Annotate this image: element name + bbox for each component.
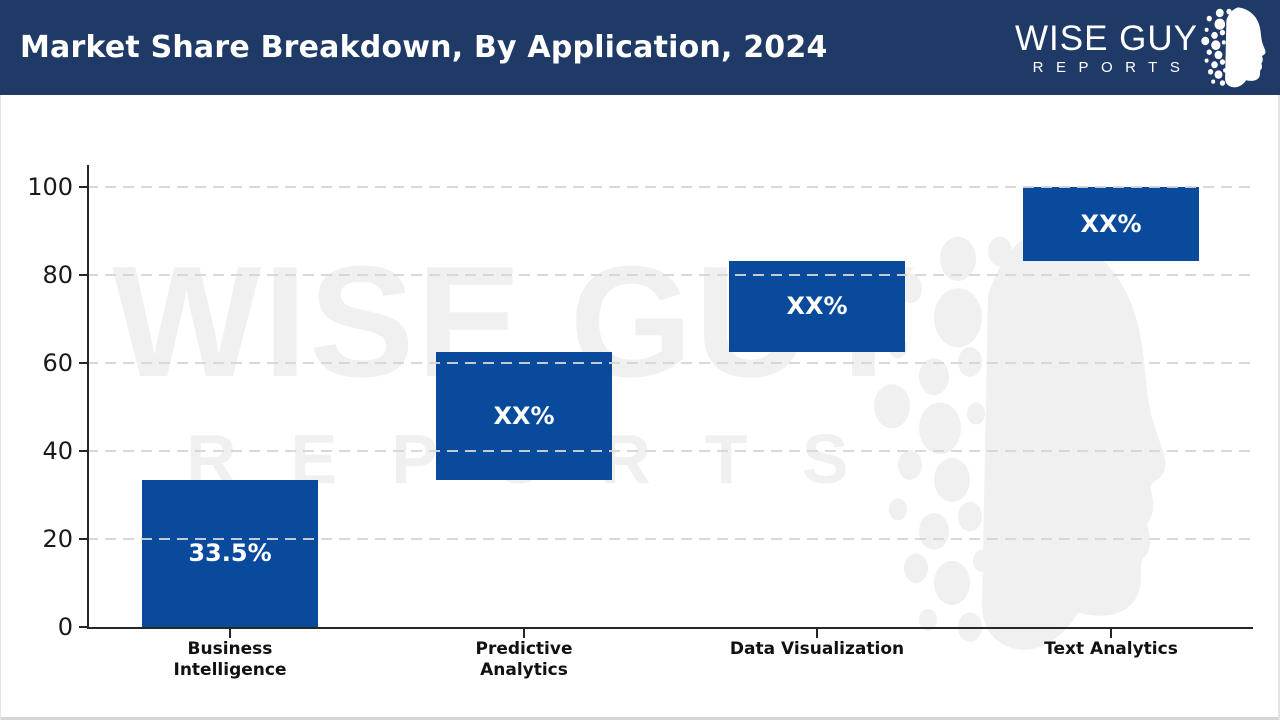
y-tick-label: 20 (42, 525, 73, 553)
x-tick-label-line: Business (187, 639, 273, 659)
x-tick-label-line: Text Analytics (1044, 639, 1178, 659)
dotted-head-profile-icon (1201, 6, 1266, 87)
x-tick-label: Business Intelligence (90, 639, 370, 681)
logo-subtext: REPORTS (1032, 58, 1193, 76)
x-tick-mark (1110, 629, 1112, 638)
gridline (87, 450, 1253, 452)
y-tick-mark (79, 186, 87, 188)
x-tick-label-line: Analytics (480, 660, 568, 680)
header: Market Share Breakdown, By Application, … (0, 0, 1280, 95)
right-border (1278, 95, 1280, 720)
bottom-border (0, 717, 1280, 720)
y-tick-mark (79, 538, 87, 540)
y-tick-mark (79, 274, 87, 276)
gridline (87, 274, 1253, 276)
y-tick-label: 40 (42, 437, 73, 465)
x-tick-mark (816, 629, 818, 638)
gridline (87, 538, 1253, 540)
chart-bar: 33.5% (142, 479, 318, 627)
left-border (0, 95, 1, 720)
page-title: Market Share Breakdown, By Application, … (20, 30, 828, 65)
bar-value-label: XX% (786, 292, 848, 321)
chart-bar: XX% (729, 260, 905, 352)
gridline (87, 186, 1253, 188)
dotted-head-profile-icon (874, 229, 1166, 650)
gridline (87, 362, 1253, 364)
chart-bar: XX% (436, 352, 612, 480)
x-tick-mark (229, 629, 231, 638)
logo-wordmark: WISE GUY (1014, 18, 1198, 58)
y-axis-line (87, 165, 89, 629)
bar-value-label: 33.5% (188, 539, 272, 568)
x-tick-label-line: Intelligence (173, 660, 287, 680)
y-tick-label: 100 (27, 173, 73, 201)
y-tick-label: 0 (57, 613, 73, 641)
y-tick-mark (79, 626, 87, 628)
logo-text: WISE GUY REPORTS (1015, 21, 1198, 75)
x-tick-label: Text Analytics (971, 639, 1251, 660)
x-tick-label: Data Visualization (677, 639, 957, 660)
wiseguy-logo: WISE GUY REPORTS (1015, 2, 1266, 93)
x-tick-label-line: Data Visualization (729, 639, 905, 659)
y-tick-label: 80 (42, 261, 73, 289)
chart-bar: XX% (1023, 187, 1199, 261)
x-axis-line (87, 627, 1253, 629)
y-tick-mark (79, 450, 87, 452)
bar-value-label: XX% (493, 401, 555, 430)
x-tick-label-line: Predictive (475, 639, 573, 659)
x-tick-mark (523, 629, 525, 638)
x-tick-label: Predictive Analytics (384, 639, 664, 681)
bar-value-label: XX% (1080, 209, 1142, 238)
y-tick-label: 60 (42, 349, 73, 377)
y-tick-mark (79, 362, 87, 364)
